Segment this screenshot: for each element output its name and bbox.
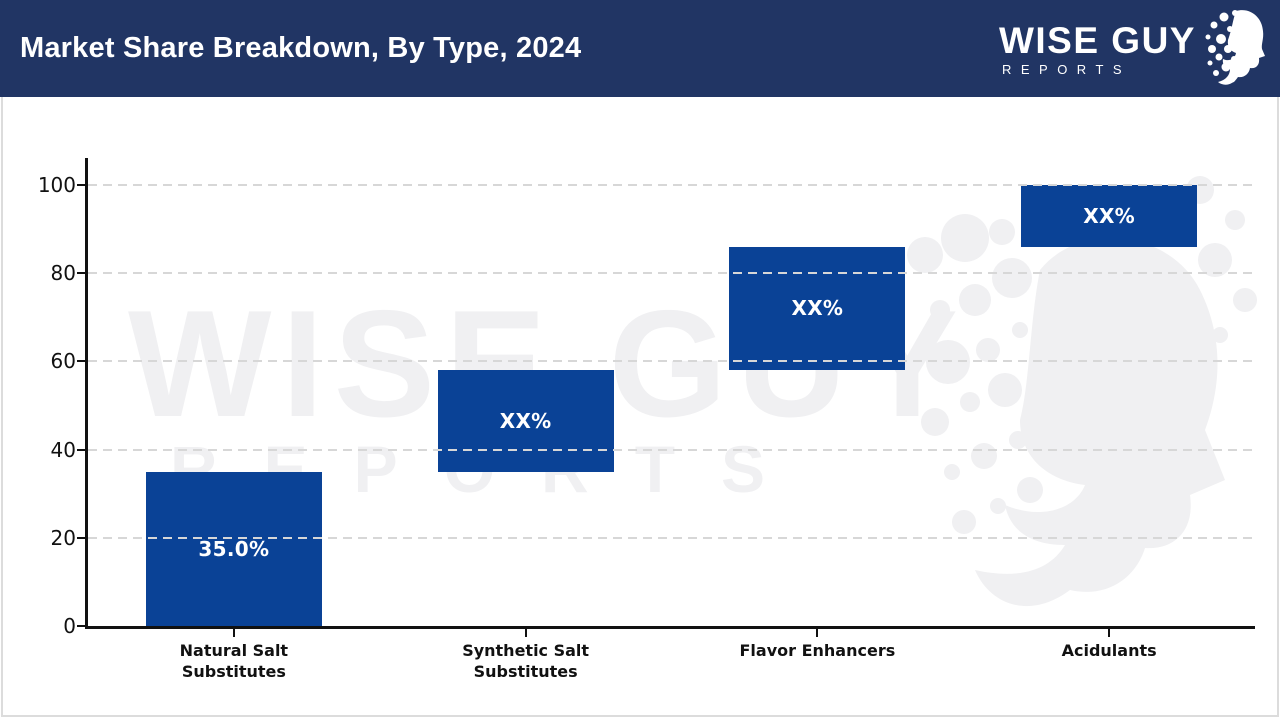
gridline	[88, 360, 1255, 363]
y-tick-label: 100	[37, 173, 76, 197]
gridline	[88, 536, 1255, 539]
x-tick-mark	[1108, 629, 1111, 637]
brand-subtitle: REPORTS	[1001, 61, 1132, 77]
y-axis-line	[85, 158, 88, 629]
x-category-label: Acidulants	[1061, 641, 1157, 660]
y-tick-label: 40	[50, 437, 76, 462]
y-tick-mark	[77, 272, 85, 275]
gridline	[88, 448, 1255, 451]
page-title: Market Share Breakdown, By Type, 2024	[20, 32, 582, 64]
bar-value-label: XX%	[791, 296, 844, 321]
brand-head-dots-icon	[1205, 10, 1265, 85]
y-tick-mark	[77, 625, 85, 627]
y-tick-mark	[77, 536, 85, 539]
brand-logo: WISE GUY REPORTS	[999, 6, 1266, 92]
x-category-label: Flavor Enhancers	[739, 641, 896, 660]
header-bar: Market Share Breakdown, By Type, 2024 WI…	[0, 0, 1280, 97]
bar: XX%	[729, 246, 906, 371]
x-tick-mark	[816, 629, 819, 637]
y-tick-label: 20	[50, 525, 76, 550]
y-tick-mark	[77, 448, 85, 451]
bar: XX%	[437, 370, 614, 472]
brand-logo-text: WISE GUY REPORTS	[999, 22, 1196, 77]
gridline	[88, 184, 1255, 186]
brand-name: WISE GUY	[998, 19, 1196, 61]
y-tick-label: 60	[50, 349, 76, 374]
bar: 35.0%	[145, 471, 322, 626]
y-tick-mark	[77, 184, 85, 186]
y-tick-label: 80	[50, 261, 76, 286]
x-category-label: Natural Salt Substitutes	[179, 641, 289, 681]
x-axis-line	[85, 626, 1255, 629]
y-tick-label: 0	[63, 614, 76, 638]
bar-value-label: 35.0%	[198, 536, 270, 561]
bar: XX%	[1021, 185, 1198, 247]
x-category-label: Synthetic Salt Substitutes	[462, 641, 590, 681]
y-tick-mark	[77, 360, 85, 363]
x-tick-mark	[232, 629, 235, 637]
bar-value-label: XX%	[1083, 203, 1136, 228]
x-tick-mark	[524, 629, 527, 637]
gridline	[88, 272, 1255, 275]
watermark-head-dots-icon	[907, 176, 1257, 607]
bar-value-label: XX%	[499, 408, 552, 433]
